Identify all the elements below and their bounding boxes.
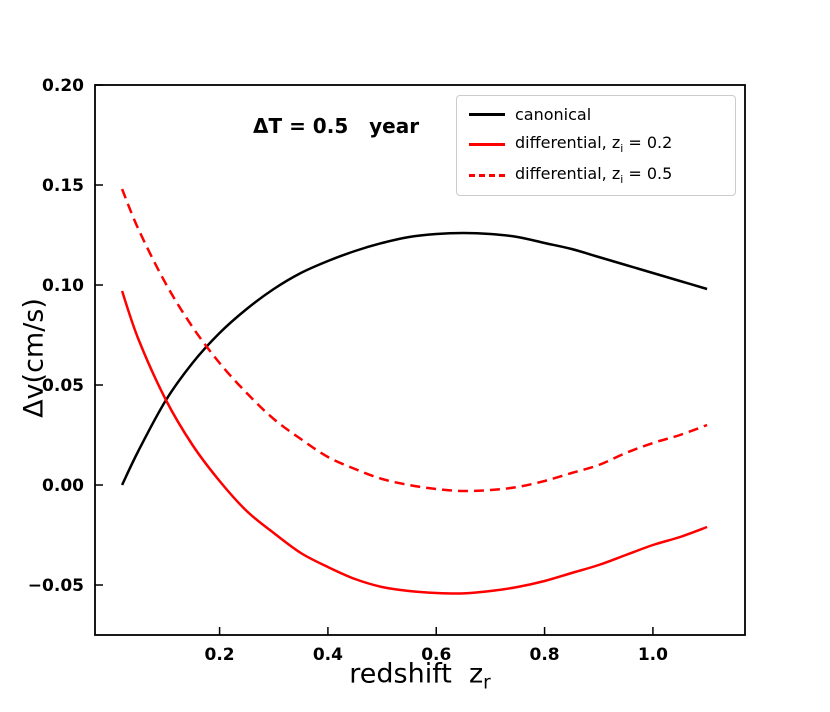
legend-label-subscript: i <box>620 142 624 156</box>
legend-line-sample <box>469 113 505 116</box>
y-tick-label: 0.10 <box>42 276 84 296</box>
x-tick-label: 1.0 <box>638 645 668 665</box>
legend-label-subscript: i <box>620 173 624 187</box>
y-tick-label: 0.00 <box>42 476 84 496</box>
y-tick-label: 0.15 <box>42 176 84 196</box>
y-tick-label: 0.05 <box>42 376 84 396</box>
y-axis-label: Δv(cm/s) <box>19 298 50 418</box>
legend-line-sample <box>469 173 505 177</box>
y-tick-label: 0.20 <box>42 76 84 96</box>
legend-label: differential, zi = 0.2 <box>515 133 673 156</box>
curve-canonical <box>120 231 708 486</box>
curve-differential-z-i-0-5 <box>120 188 708 493</box>
plot-frame <box>94 84 746 636</box>
curve-differential-z-i-0-2 <box>120 290 708 595</box>
legend: canonical differential, zi = 0.2 different… <box>456 95 736 197</box>
x-axis-label: redshift zr <box>349 658 490 693</box>
x-tick-label: 0.8 <box>530 645 560 665</box>
y-axis-label-text: Δv(cm/s) <box>18 298 50 418</box>
annotation-delta-t: ΔT = 0.5 year <box>253 114 420 138</box>
legend-label: canonical <box>515 105 592 124</box>
x-tick-label: 0.6 <box>421 645 451 665</box>
x-axis-label-text: redshift z <box>349 658 484 690</box>
legend-entry: differential, zi = 0.2 <box>469 133 723 155</box>
curves-group <box>120 188 708 595</box>
x-tick-label: 0.2 <box>205 645 235 665</box>
x-axis-label-subscript: r <box>483 672 491 694</box>
y-tick-label: −0.05 <box>28 576 84 596</box>
x-tick-label: 0.4 <box>313 645 343 665</box>
legend-entry: canonical <box>469 105 723 124</box>
legend-entry: differential, zi = 0.5 <box>469 164 723 186</box>
legend-label: differential, zi = 0.5 <box>515 164 673 187</box>
legend-line-sample <box>469 142 505 146</box>
